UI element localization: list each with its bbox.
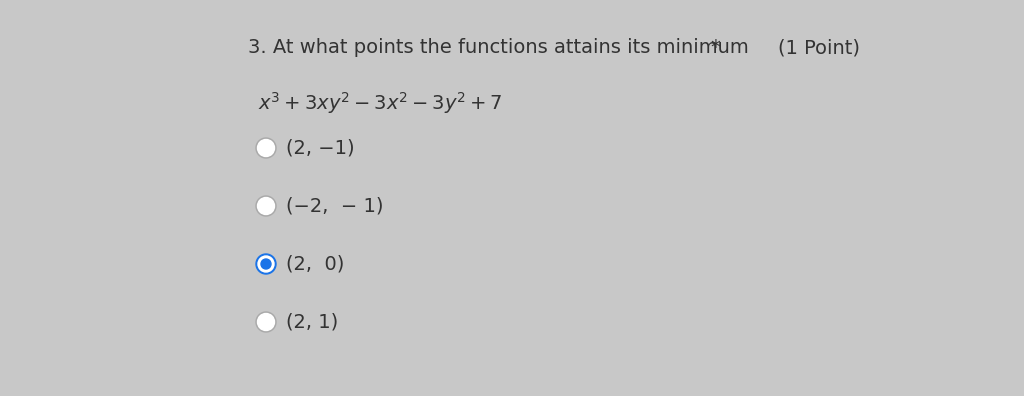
Text: (−2,  − 1): (−2, − 1) bbox=[286, 196, 384, 215]
Circle shape bbox=[257, 314, 274, 331]
Circle shape bbox=[258, 256, 274, 272]
Text: $x^3 + 3xy^2 - 3x^2 - 3y^2 + 7$: $x^3 + 3xy^2 - 3x^2 - 3y^2 + 7$ bbox=[258, 90, 503, 116]
Circle shape bbox=[257, 139, 274, 156]
Text: 3. At what points the functions attains its minimum: 3. At what points the functions attains … bbox=[248, 38, 749, 57]
Circle shape bbox=[257, 198, 274, 215]
Text: (2, 1): (2, 1) bbox=[286, 312, 338, 331]
Circle shape bbox=[261, 259, 271, 269]
Text: (1 Point): (1 Point) bbox=[778, 38, 860, 57]
Circle shape bbox=[256, 312, 276, 332]
Text: (2,  0): (2, 0) bbox=[286, 255, 344, 274]
Circle shape bbox=[256, 196, 276, 216]
Text: *: * bbox=[710, 38, 720, 57]
Circle shape bbox=[256, 138, 276, 158]
Text: (2, −1): (2, −1) bbox=[286, 139, 354, 158]
Circle shape bbox=[256, 254, 276, 274]
